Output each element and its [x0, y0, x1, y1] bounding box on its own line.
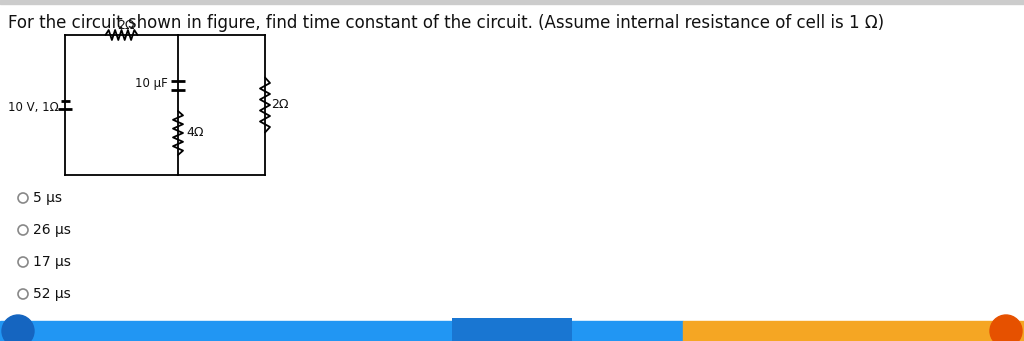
Text: 26 μs: 26 μs: [33, 223, 71, 237]
Text: 2Ω: 2Ω: [271, 99, 289, 112]
Text: For the circuit shown in figure, find time constant of the circuit. (Assume inte: For the circuit shown in figure, find ti…: [8, 14, 884, 32]
Text: 10 V, 1Ω: 10 V, 1Ω: [8, 101, 59, 114]
Text: 17 μs: 17 μs: [33, 255, 71, 269]
Bar: [0, 0, 1024, 4]
Text: 2Ω: 2Ω: [117, 19, 134, 32]
Text: 4Ω: 4Ω: [186, 127, 204, 139]
Circle shape: [2, 315, 34, 341]
Text: 5 μs: 5 μs: [33, 191, 62, 205]
Bar: [452, 318, 572, 341]
Text: 10 μF: 10 μF: [135, 76, 168, 89]
Circle shape: [990, 315, 1022, 341]
Bar: [683, 321, 1024, 341]
Text: 52 μs: 52 μs: [33, 287, 71, 301]
Bar: [0, 321, 683, 341]
